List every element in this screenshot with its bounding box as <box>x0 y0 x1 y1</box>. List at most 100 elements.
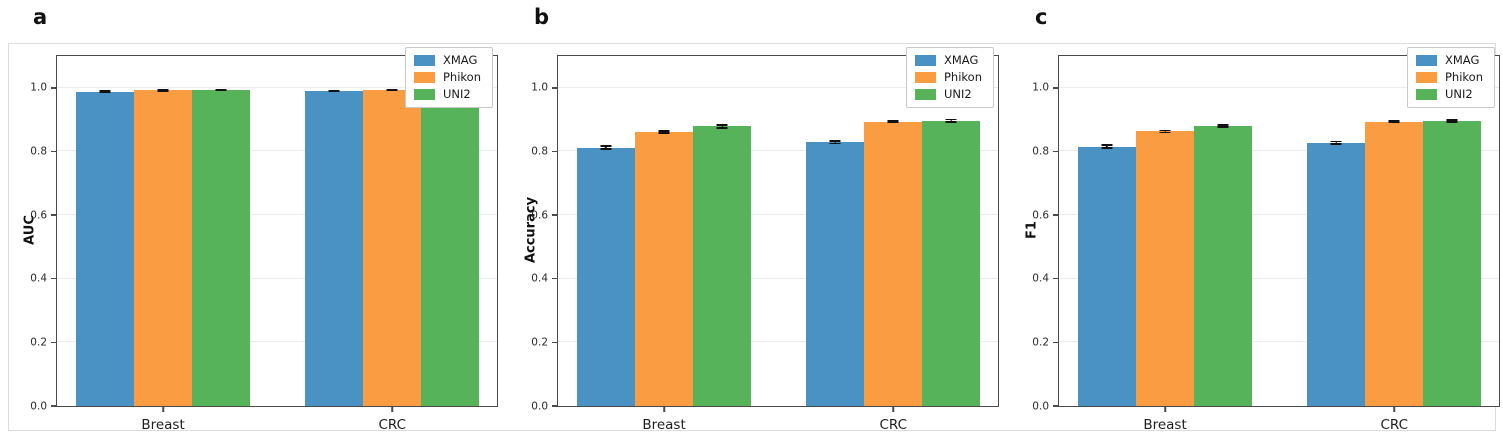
bar-chart-panel-c: c F1 XMAG Phikon UNI2 0.0 0.2 0.4 0.6 0.8 1.0 Br… <box>1002 0 1503 435</box>
bar-chart-panel-b: b Accuracy XMAG Phikon UNI2 0.0 0.2 0.4 0.6 0.… <box>501 0 1002 435</box>
bar-xmag-breast <box>75 91 134 406</box>
y-tick-label: 0.8 <box>531 145 548 158</box>
error-bar-cap-bottom <box>716 126 728 129</box>
y-tick-label: 0.8 <box>30 145 47 158</box>
error-bar <box>1330 140 1342 146</box>
error-bar-cap-bottom <box>1101 147 1113 149</box>
error-bar-stem <box>1164 129 1166 134</box>
error-bar <box>386 88 398 92</box>
plot-area: XMAG Phikon UNI2 0.0 0.2 0.4 0.6 0.8 1.0 Breast C… <box>30 47 498 433</box>
y-axis-label: F1 <box>1024 221 1040 239</box>
y-gridline <box>558 341 998 343</box>
error-bar-cap-bottom <box>1446 120 1458 123</box>
error-bar-cap-top <box>600 145 612 147</box>
y-gridline <box>57 341 497 343</box>
legend-entry-phikon: Phikon <box>414 69 481 85</box>
error-bar-cap-top <box>1330 140 1342 143</box>
error-bar <box>328 89 340 93</box>
bar-uni2-crc <box>421 89 480 406</box>
uni2-color-swatch <box>1416 88 1437 100</box>
error-bar-cap-top <box>829 140 841 142</box>
legend-entry-xmag: XMAG <box>1416 53 1483 68</box>
error-bar-cap-top <box>1159 129 1171 132</box>
error-bar-cap-bottom <box>1217 126 1229 129</box>
xmag-color-swatch <box>1416 55 1437 67</box>
y-tick-mark <box>51 150 56 153</box>
error-bar-cap-bottom <box>945 120 957 123</box>
panel-letter: c <box>1035 5 1048 29</box>
y-tick-mark <box>552 277 557 280</box>
error-bar-stem <box>1335 140 1337 146</box>
xmag-color-swatch <box>414 55 435 67</box>
bar-xmag-breast <box>576 147 635 406</box>
bar-uni2-crc <box>922 120 981 406</box>
error-bar-cap-bottom <box>386 88 398 91</box>
error-bar-cap-bottom <box>887 121 899 124</box>
error-bar-cap-bottom <box>99 90 111 93</box>
legend-label: Phikon <box>1445 69 1483 84</box>
error-bar-cap-top <box>716 124 728 126</box>
legend-entry-uni2: UNI2 <box>1416 86 1483 102</box>
error-bar-cap-bottom <box>157 89 169 91</box>
error-bar <box>157 89 169 92</box>
x-tick-mark <box>162 407 164 412</box>
y-tick-mark <box>552 341 557 344</box>
y-gridline <box>1059 214 1499 216</box>
legend-label: UNI2 <box>944 86 972 101</box>
panel-letter: a <box>33 5 48 29</box>
error-bar-cap-bottom <box>1159 131 1171 134</box>
y-tick-mark <box>51 214 56 216</box>
y-tick-label: 0.8 <box>1032 145 1049 158</box>
y-tick-mark <box>1053 277 1058 280</box>
y-gridline <box>1059 86 1499 88</box>
legend: XMAG Phikon UNI2 <box>1407 47 1495 109</box>
phikon-color-swatch <box>915 72 936 84</box>
y-gridline <box>1059 277 1499 279</box>
y-gridline <box>57 86 497 88</box>
y-tick-mark <box>552 405 557 407</box>
legend-label: Phikon <box>443 69 481 84</box>
legend: XMAG Phikon UNI2 <box>405 47 493 109</box>
bar-phikon-breast <box>635 132 694 406</box>
error-bar-cap-top <box>658 130 670 132</box>
error-bar <box>600 145 612 151</box>
error-bar-cap-top <box>1446 119 1458 122</box>
error-bar <box>716 124 728 129</box>
error-bar <box>658 130 670 134</box>
y-tick-label: 0.2 <box>30 336 47 349</box>
y-tick-label: 1.0 <box>1032 81 1049 94</box>
y-tick-mark <box>51 277 56 280</box>
y-tick-label: 0.2 <box>1032 336 1049 349</box>
y-tick-label: 0.0 <box>531 399 548 412</box>
error-bar <box>1217 124 1229 129</box>
error-bar-cap-top <box>1101 144 1113 147</box>
phikon-color-swatch <box>414 72 435 84</box>
error-bar <box>1446 119 1458 123</box>
error-bar-stem <box>834 140 836 145</box>
bar-uni2-crc <box>1423 120 1482 406</box>
legend-entry-xmag: XMAG <box>414 53 481 68</box>
plot-area: XMAG Phikon UNI2 0.0 0.2 0.4 0.6 0.8 1.0 Breast C… <box>1032 47 1500 433</box>
legend-entry-phikon: Phikon <box>1416 69 1483 85</box>
error-bar-cap-top <box>945 118 957 121</box>
legend-entry-uni2: UNI2 <box>915 86 982 102</box>
y-tick-mark <box>1053 341 1058 344</box>
bar-phikon-crc <box>363 90 422 406</box>
x-tick-label-breast: Breast <box>1143 417 1187 433</box>
x-tick-mark <box>892 407 895 412</box>
y-gridline <box>558 86 998 88</box>
bar-uni2-breast <box>1194 126 1253 406</box>
y-tick-mark <box>51 405 56 407</box>
bar-phikon-crc <box>864 121 923 406</box>
legend-label: Phikon <box>944 69 982 84</box>
legend-label: UNI2 <box>1445 86 1473 101</box>
bar-phikon-crc <box>1365 121 1424 406</box>
y-gridline <box>1059 341 1499 343</box>
bar-xmag-crc <box>305 91 364 406</box>
y-tick-mark <box>1053 405 1058 407</box>
y-tick-label: 0.4 <box>1032 272 1049 285</box>
error-bar <box>1388 120 1400 124</box>
y-gridline <box>558 150 998 152</box>
x-tick-label-crc: CRC <box>378 417 407 433</box>
